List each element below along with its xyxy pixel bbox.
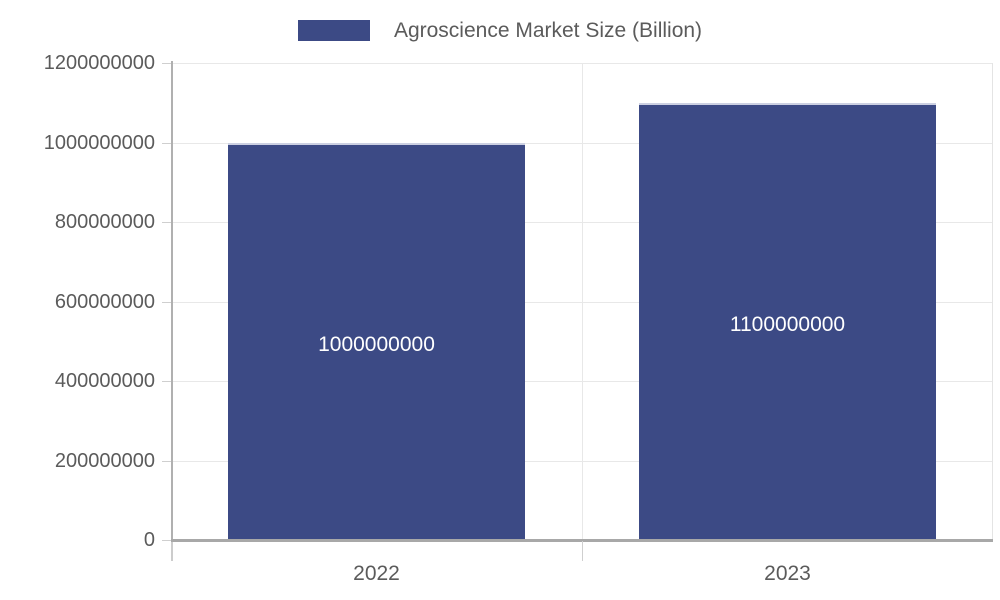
y-axis-tick-label: 200000000 xyxy=(54,450,155,472)
x-axis-category-label: 2023 xyxy=(764,562,811,585)
bar-value-label: 1100000000 xyxy=(729,313,846,336)
chart-legend: Agroscience Market Size (Billion) xyxy=(0,14,1000,46)
legend-item-label: Agroscience Market Size (Billion) xyxy=(393,18,703,42)
y-axis-tick-label: 800000000 xyxy=(54,211,155,233)
y-axis-tick xyxy=(162,540,171,541)
y-axis-tick xyxy=(162,143,171,144)
x-axis-category-tick xyxy=(582,541,583,561)
bar[interactable]: 1000000000 xyxy=(228,143,525,541)
legend-item-agroscience-market-size[interactable]: Agroscience Market Size (Billion) xyxy=(297,18,703,42)
plot-area: 1000000000 1100000000 xyxy=(171,63,993,541)
y-axis-tick-label: 1200000000 xyxy=(43,52,155,74)
bar[interactable]: 1100000000 xyxy=(639,103,936,540)
y-axis-tick xyxy=(162,222,171,223)
y-axis-tick-label: 400000000 xyxy=(54,370,155,392)
x-axis-category-label: 2022 xyxy=(353,562,400,585)
y-axis-tick-stub xyxy=(171,541,173,561)
y-axis-tick-label: 1000000000 xyxy=(43,132,155,154)
y-axis-tick xyxy=(162,381,171,382)
legend-swatch-icon xyxy=(297,19,370,41)
y-axis-tick xyxy=(162,302,171,303)
y-axis-tick xyxy=(162,461,171,462)
category-separator-gridline xyxy=(582,63,583,540)
y-axis-line xyxy=(171,61,173,542)
plot-right-border xyxy=(992,63,993,540)
bar-value-label: 1000000000 xyxy=(318,333,435,356)
y-axis-tick-label: 600000000 xyxy=(54,291,155,313)
y-axis-tick xyxy=(162,63,171,64)
y-axis-tick-label: 0 xyxy=(143,529,155,551)
x-axis-line xyxy=(171,539,993,542)
